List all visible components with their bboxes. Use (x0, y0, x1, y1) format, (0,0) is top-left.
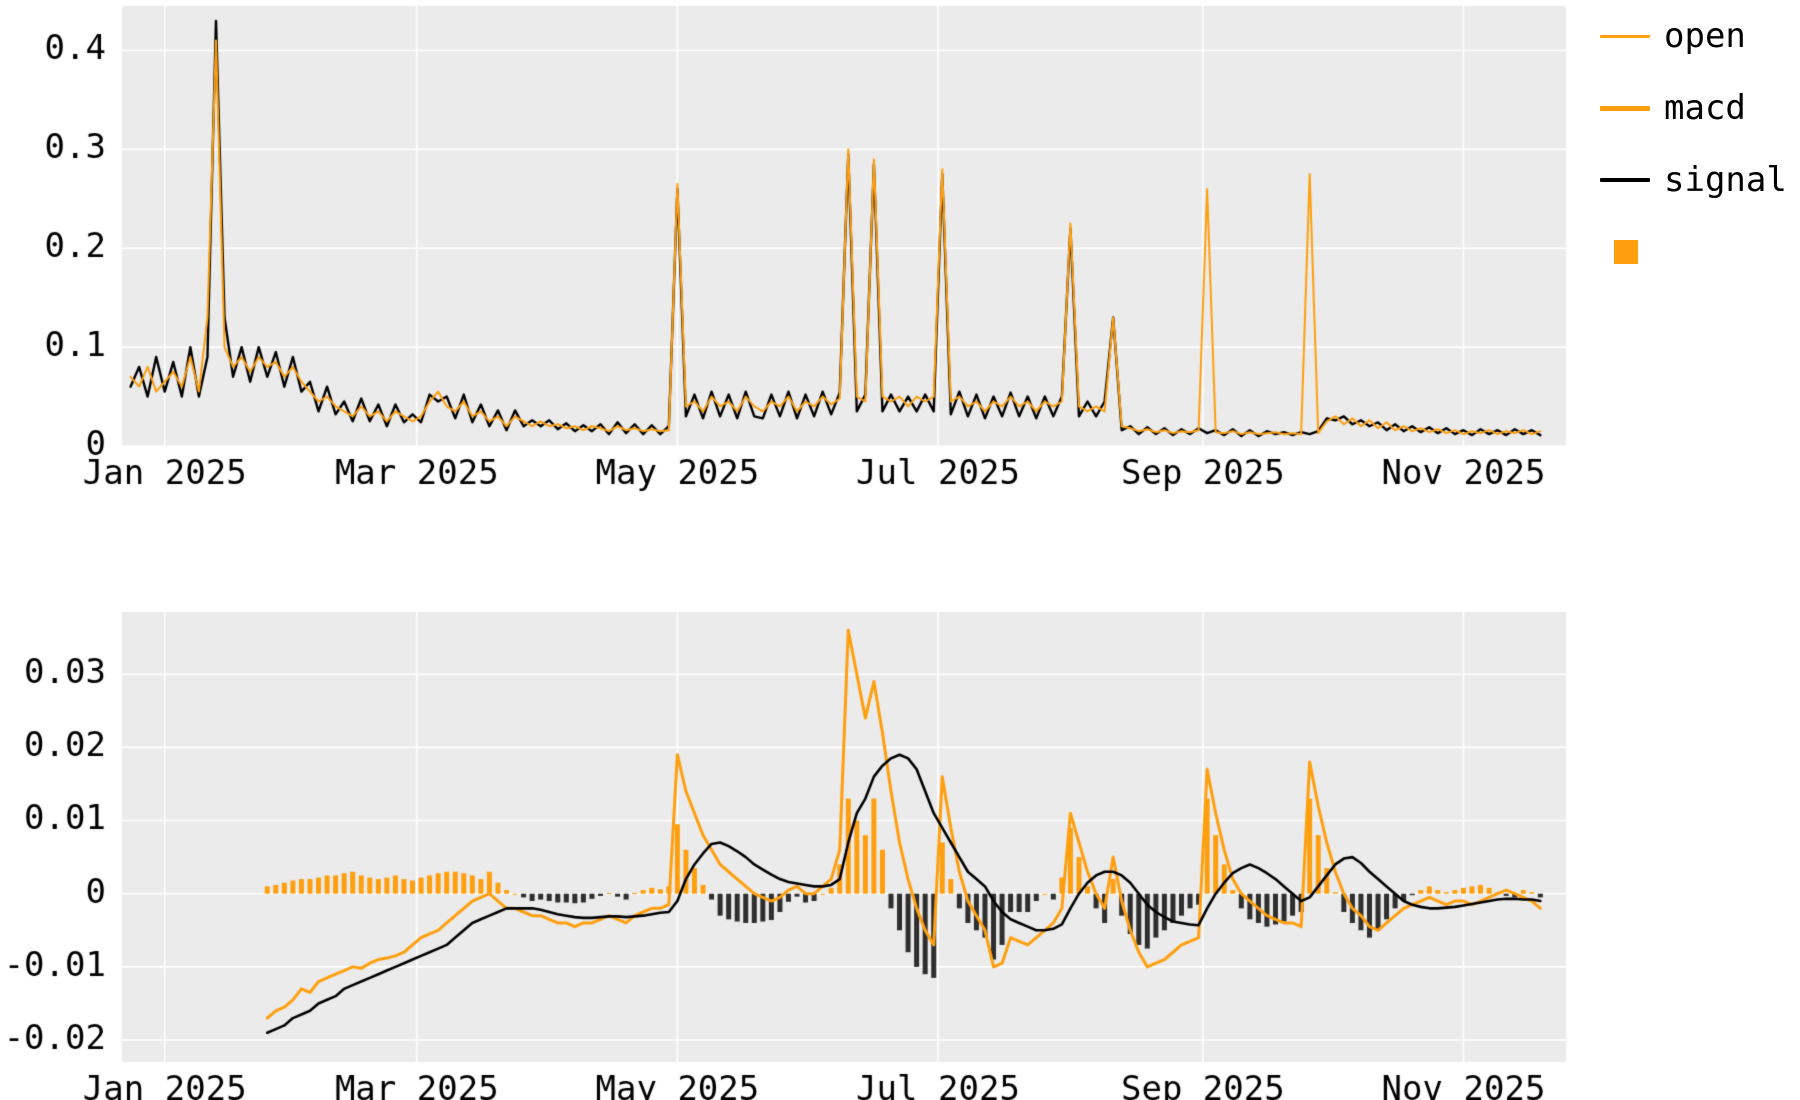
legend-label-open: open (1664, 16, 1746, 56)
legend: open macd signal (1600, 14, 1787, 274)
histogram-square-marker-icon (1614, 240, 1638, 264)
legend-item-open: open (1600, 14, 1787, 58)
macd-line-sample (1600, 105, 1650, 111)
legend-label-signal: signal (1664, 160, 1787, 200)
signal-line-sample (1600, 178, 1650, 182)
open-line-sample (1600, 34, 1650, 38)
legend-item-signal: signal (1600, 158, 1787, 202)
legend-item-macd: macd (1600, 86, 1787, 130)
legend-label-macd: macd (1664, 88, 1746, 128)
legend-item-histogram (1600, 230, 1787, 274)
